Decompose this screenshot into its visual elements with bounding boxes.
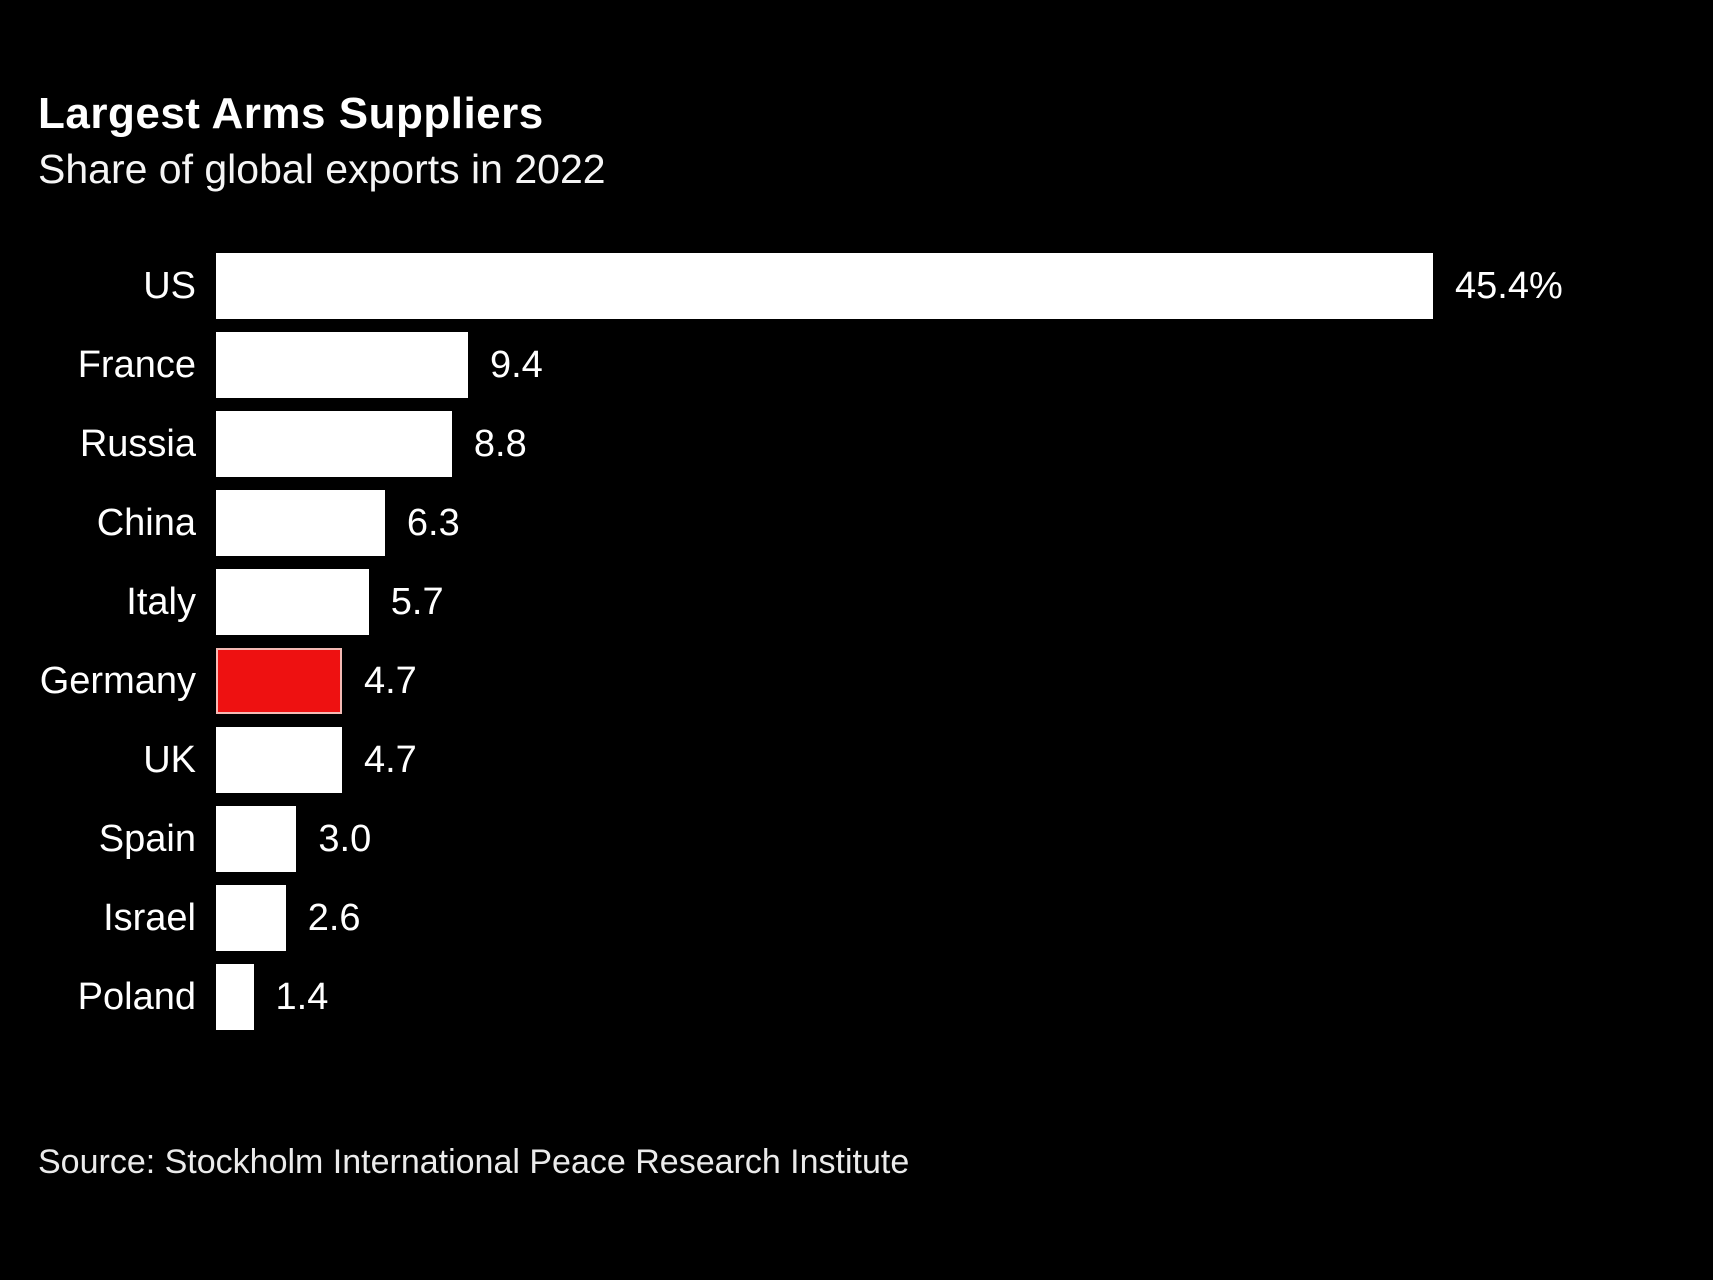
bar-track: 8.8 — [216, 411, 1713, 477]
bar-row: China 6.3 — [0, 490, 1713, 556]
bar — [216, 806, 297, 872]
bar-track: 2.6 — [216, 885, 1713, 951]
value-label: 2.6 — [307, 896, 361, 939]
value-label: 5.7 — [390, 580, 444, 623]
bar-row: France 9.4 — [0, 332, 1713, 398]
bar — [216, 727, 342, 793]
bar-row: Israel 2.6 — [0, 885, 1713, 951]
value-label: 9.4 — [489, 343, 543, 386]
bar-highlighted — [216, 648, 342, 714]
bar-track: 45.4% — [216, 253, 1713, 319]
bar — [216, 964, 254, 1030]
bar-track: 9.4 — [216, 332, 1713, 398]
source-note: Source: Stockholm International Peace Re… — [38, 1143, 910, 1181]
category-label: Italy — [126, 580, 196, 623]
value-label: 3.0 — [318, 817, 372, 860]
value-label: 6.3 — [406, 501, 460, 544]
bar — [216, 490, 385, 556]
bar-row: US 45.4% — [0, 253, 1713, 319]
category-label: UK — [143, 738, 196, 781]
value-label: 1.4 — [275, 975, 329, 1018]
bar — [216, 411, 452, 477]
category-label: France — [77, 343, 196, 386]
bar-row: Russia 8.8 — [0, 411, 1713, 477]
category-label: US — [143, 264, 196, 307]
bar-row: UK 4.7 — [0, 727, 1713, 793]
bar — [216, 332, 468, 398]
bar — [216, 253, 1433, 319]
bar-row: Spain 3.0 — [0, 806, 1713, 872]
bar-track: 1.4 — [216, 964, 1713, 1030]
category-label: Spain — [98, 817, 196, 860]
bar-track: 5.7 — [216, 569, 1713, 635]
bar-row: Germany 4.7 — [0, 648, 1713, 714]
value-label: 8.8 — [473, 422, 527, 465]
bar-track: 3.0 — [216, 806, 1713, 872]
category-label: Israel — [103, 896, 196, 939]
bar — [216, 569, 369, 635]
chart-subtitle: Share of global exports in 2022 — [38, 146, 606, 192]
chart-title: Largest Arms Suppliers — [38, 89, 544, 138]
category-label: Poland — [77, 975, 196, 1018]
category-label: Russia — [79, 422, 196, 465]
category-label: Germany — [39, 659, 196, 702]
value-label: 4.7 — [363, 738, 417, 781]
bar-row: Poland 1.4 — [0, 964, 1713, 1030]
bar — [216, 885, 286, 951]
value-label: 4.7 — [363, 659, 417, 702]
value-label: 45.4% — [1455, 264, 1563, 307]
bar-track: 4.7 — [216, 727, 1713, 793]
bar-track: 4.7 — [216, 648, 1713, 714]
category-label: China — [96, 501, 196, 544]
bar-track: 6.3 — [216, 490, 1713, 556]
bar-chart: US 45.4% France 9.4 Russia 8.8 China 6.3 Italy 5.… — [0, 253, 1713, 1030]
bar-row: Italy 5.7 — [0, 569, 1713, 635]
